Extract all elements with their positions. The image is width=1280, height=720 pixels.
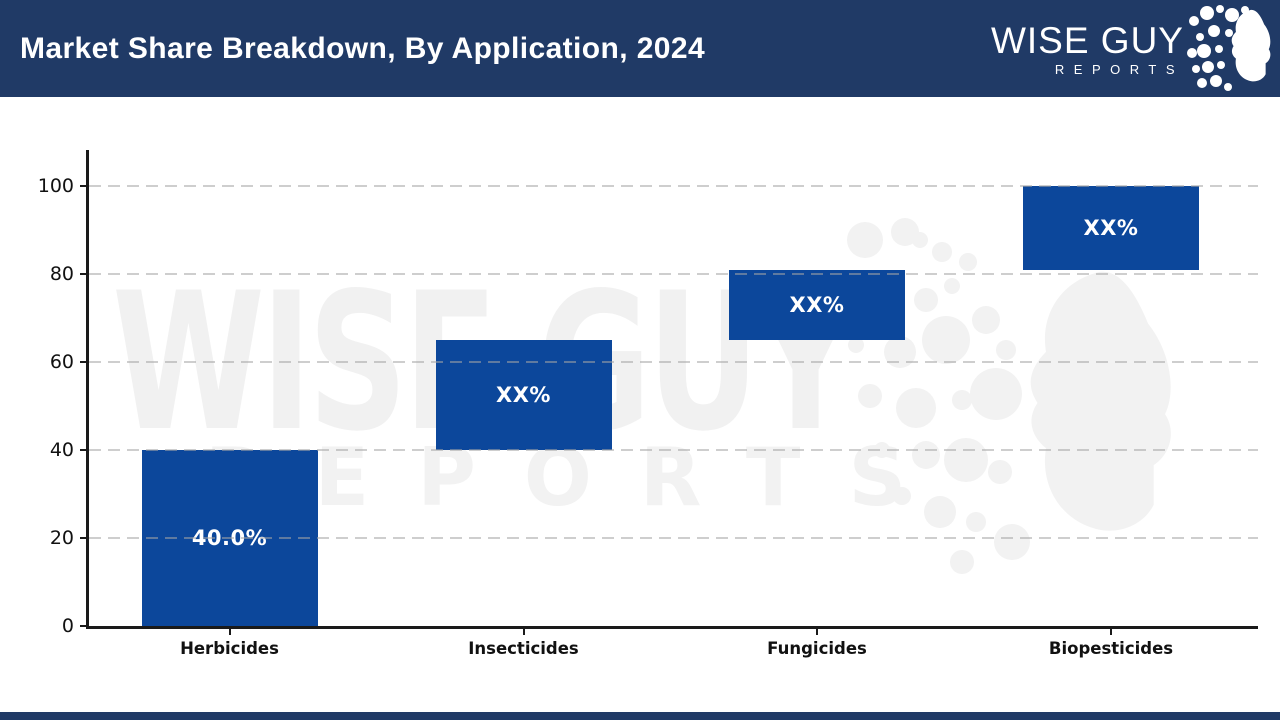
logo-dot [1225, 28, 1233, 37]
logo-dot [1187, 47, 1197, 58]
y-tick-20 [80, 537, 87, 539]
x-tick-3 [1110, 628, 1112, 635]
bar-biopesticides: XX% [1023, 186, 1199, 270]
y-axis-spine [86, 150, 89, 628]
bar-value-label: XX% [496, 383, 551, 407]
logo-dot [1215, 44, 1223, 53]
brand-name: WISE GUY [990, 19, 1184, 61]
x-tick-1 [522, 628, 525, 635]
x-tick-0 [228, 628, 231, 635]
gridline-40 [89, 449, 1258, 451]
logo-dot [1196, 32, 1204, 41]
logo-dot [1208, 24, 1220, 37]
brand-face-icon [1231, 9, 1271, 81]
x-tick-label-3: Biopesticides [1048, 639, 1174, 658]
y-tick-label-60: 60 [49, 351, 74, 373]
x-tick-label-0: Herbicides [180, 639, 279, 658]
gridline-100 [89, 185, 1258, 187]
bar-insecticides: XX% [435, 340, 612, 450]
logo-dot [1197, 77, 1207, 88]
header-bar: Market Share Breakdown, By Application, … [0, 0, 1280, 97]
y-tick-label-100: 100 [37, 175, 74, 197]
brand-logo: WISE GUY REPORTS [991, 2, 1272, 95]
logo-dot [1210, 74, 1222, 87]
brand-subname: REPORTS [1054, 61, 1184, 77]
x-tick-label-2: Fungicides [767, 639, 867, 658]
logo-dot [1225, 7, 1239, 22]
y-tick-label-20: 20 [49, 527, 74, 549]
y-tick-label-40: 40 [49, 439, 74, 461]
y-tick-label-0: 0 [61, 615, 74, 637]
logo-dot [1216, 4, 1224, 13]
brand-head-icon [1186, 3, 1272, 95]
bar-value-label: XX% [1083, 215, 1139, 240]
x-tick-label-1: Insecticides [468, 639, 579, 658]
logo-dot [1192, 64, 1200, 73]
y-tick-0 [80, 625, 87, 627]
y-tick-40 [80, 449, 87, 451]
logo-dot [1224, 82, 1232, 91]
chart-title: Market Share Breakdown, By Application, … [20, 31, 706, 65]
footer-bar [0, 712, 1280, 720]
brand-logo-text: WISE GUY REPORTS [991, 22, 1184, 76]
y-tick-100 [80, 185, 87, 187]
logo-dot [1200, 5, 1214, 20]
gridline-80 [89, 273, 1258, 275]
y-tick-label-80: 80 [49, 263, 74, 285]
y-tick-60 [80, 361, 87, 363]
bar-value-label: XX% [789, 292, 845, 317]
gridline-60 [89, 361, 1258, 363]
logo-dot [1189, 15, 1199, 26]
gridline-20 [89, 537, 1258, 539]
logo-dot [1217, 60, 1225, 69]
x-tick-2 [816, 628, 818, 635]
y-tick-80 [80, 273, 87, 275]
logo-dot [1197, 43, 1211, 58]
logo-dot [1241, 5, 1249, 14]
x-axis-spine [86, 626, 1258, 629]
logo-dot [1202, 60, 1214, 73]
